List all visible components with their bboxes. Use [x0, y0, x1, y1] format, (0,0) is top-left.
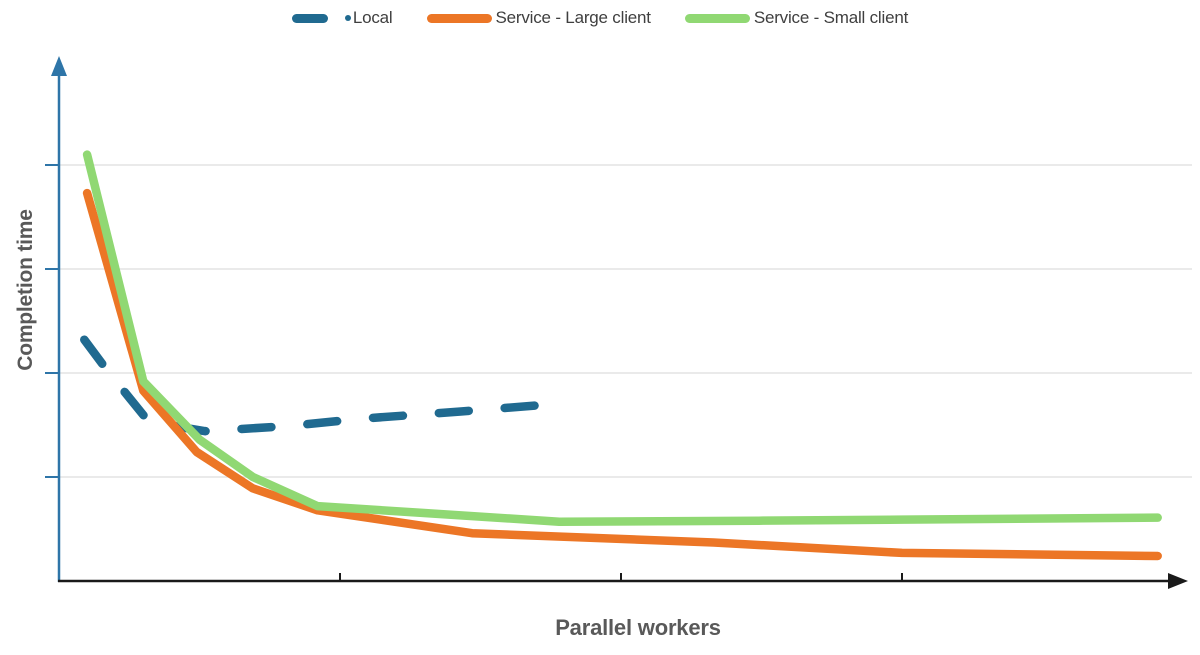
legend-item-service-large: Service - Large client: [426, 6, 651, 30]
y-axis-arrow-icon: [51, 56, 67, 76]
y-axis-label: Completion time: [14, 209, 37, 371]
x-axis-arrow-icon: [1168, 573, 1188, 589]
local-dash-swatch-icon: [291, 13, 328, 23]
series-line-service-small-client: [82, 150, 1162, 526]
service-large-line-swatch-icon: [426, 13, 492, 23]
chart-legend: Local Service - Large client Service - S…: [0, 6, 1200, 30]
legend-label-local: Local: [352, 8, 393, 27]
service-small-line-swatch-icon: [684, 13, 750, 23]
x-axis-label: Parallel workers: [555, 615, 721, 640]
legend-item-local: Local: [291, 6, 393, 30]
legend-label-service-small: Service - Small client: [753, 8, 909, 27]
legend-item-service-small: Service - Small client: [684, 6, 909, 30]
local-dot-swatch-icon: [344, 15, 351, 21]
series-line-service-large-client: [82, 188, 1162, 561]
legend-label-service-large: Service - Large client: [495, 8, 651, 27]
series-line-local: [80, 335, 570, 436]
